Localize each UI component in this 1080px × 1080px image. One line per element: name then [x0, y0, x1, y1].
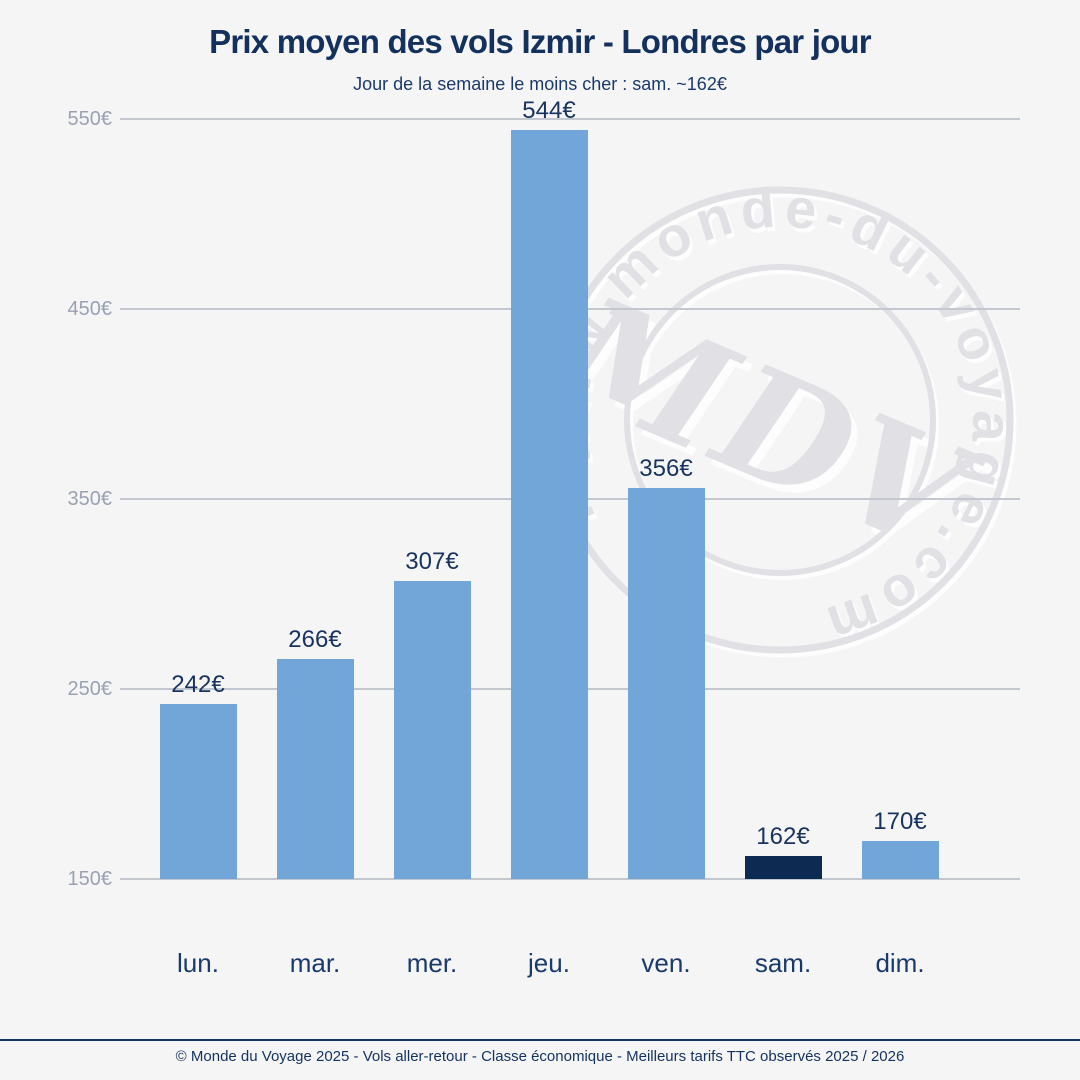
- gridline-150: [120, 878, 1020, 880]
- bar-value-label: 266€: [288, 626, 342, 653]
- y-axis-tick-label: 250€: [67, 678, 113, 700]
- bar-value-label: 356€: [639, 455, 693, 482]
- bar-value-label: 307€: [405, 548, 459, 575]
- bar-value-label: 170€: [873, 808, 927, 835]
- bar-mar: [277, 659, 354, 879]
- footer-divider: [0, 1039, 1080, 1041]
- chart-subtitle: Jour de la semaine le moins cher : sam. …: [353, 74, 727, 94]
- y-axis-tick-label: 550€: [67, 108, 113, 130]
- bar-dim: [862, 841, 939, 879]
- bar-ven: [628, 488, 705, 879]
- x-axis-day-label: ven.: [641, 948, 691, 978]
- bar-sam: [745, 856, 822, 879]
- y-axis-tick-label: 450€: [67, 298, 113, 320]
- x-axis-day-label: mar.: [289, 948, 341, 978]
- x-axis-day-label: mer.: [406, 948, 458, 978]
- x-axis-day-label: sam.: [754, 948, 812, 978]
- x-axis-day-label: lun.: [177, 948, 219, 978]
- y-axis-tick-label: 350€: [67, 488, 113, 510]
- bar-jeu: [511, 130, 588, 879]
- footer-text: © Monde du Voyage 2025 - Vols aller-reto…: [175, 1048, 905, 1065]
- y-axis-tick-label: 150€: [67, 868, 113, 890]
- bar-mer: [394, 581, 471, 879]
- gridline-550: [120, 118, 1020, 120]
- x-axis-day-label: jeu.: [528, 948, 570, 978]
- bar-value-label: 242€: [171, 671, 225, 698]
- bar-value-label: 544€: [522, 97, 576, 124]
- bar-value-label: 162€: [756, 823, 810, 850]
- chart-title: Prix moyen des vols Izmir - Londres par …: [209, 23, 871, 60]
- x-axis-day-label: dim.: [875, 948, 925, 978]
- bar-lun: [160, 704, 237, 879]
